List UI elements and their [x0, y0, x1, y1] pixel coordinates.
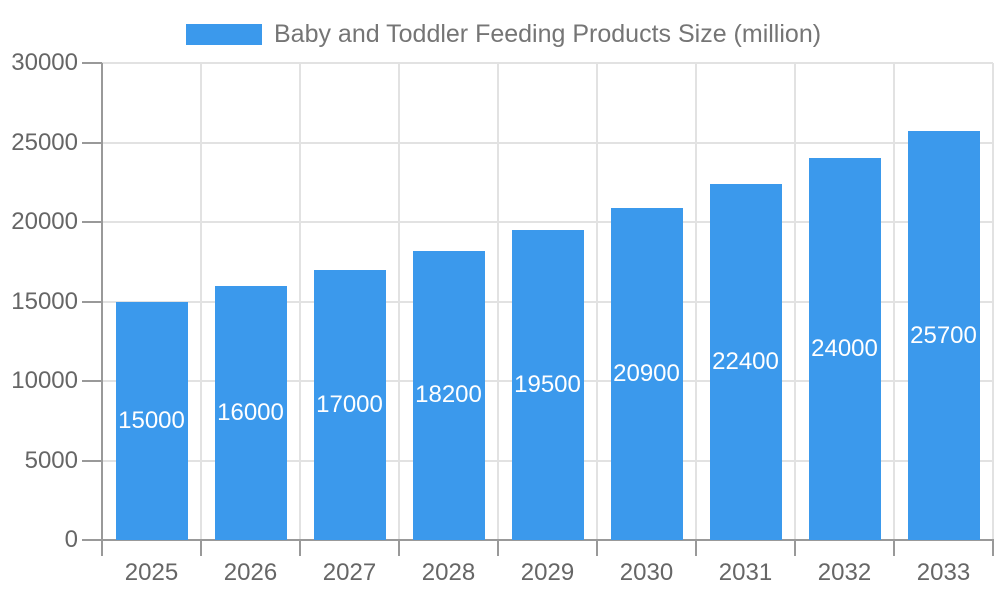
y-axis-label: 0 [64, 526, 78, 553]
y-axis-tick [82, 380, 102, 382]
x-axis-label: 2029 [520, 559, 575, 586]
x-axis-tick [596, 540, 598, 556]
y-axis-label: 5000 [24, 446, 78, 474]
x-axis-label: 2027 [322, 559, 377, 586]
x-axis-tick [398, 540, 400, 556]
gridline-horizontal [102, 141, 993, 144]
gridline-vertical [992, 63, 994, 540]
y-axis-tick [82, 141, 102, 144]
gridline-vertical [893, 63, 895, 540]
gridline-vertical [497, 63, 499, 540]
bar-2032[interactable] [808, 158, 881, 540]
y-axis-tick [82, 300, 102, 303]
x-axis-tick [695, 540, 697, 556]
y-axis-tick [82, 539, 102, 541]
x-axis-tick [794, 540, 796, 556]
bar-2029[interactable] [511, 229, 584, 540]
y-axis-tick [82, 221, 102, 223]
y-axis-tick [82, 459, 102, 462]
bar-2027[interactable] [313, 269, 386, 540]
bar-2033[interactable] [907, 131, 980, 540]
x-axis-label: 2026 [223, 559, 278, 586]
y-axis-label: 15000 [11, 287, 78, 315]
gridline-vertical [596, 63, 598, 540]
y-axis-label: 10000 [11, 367, 78, 394]
legend-swatch [186, 23, 262, 45]
gridline-horizontal [102, 62, 993, 64]
x-axis-label: 2033 [916, 559, 971, 586]
x-axis-label: 2031 [718, 559, 773, 586]
x-axis-tick [299, 540, 301, 556]
bar-2031[interactable] [709, 183, 782, 540]
x-axis-tick [497, 540, 499, 556]
bar-2025[interactable] [115, 301, 188, 540]
x-axis-label: 2030 [619, 559, 674, 586]
y-axis-tick [82, 62, 102, 64]
gridline-horizontal [102, 221, 993, 223]
x-axis-tick [200, 540, 202, 556]
x-axis-line [101, 539, 994, 541]
bar-2026[interactable] [214, 285, 287, 540]
gridline-vertical [200, 63, 202, 540]
gridline-vertical [695, 63, 697, 540]
legend-item[interactable]: Baby and Toddler Feeding Products Size (… [186, 20, 821, 48]
bar-2028[interactable] [412, 250, 485, 540]
legend-label: Baby and Toddler Feeding Products Size (… [274, 20, 822, 48]
bar-2030[interactable] [610, 207, 683, 540]
x-axis-label: 2028 [421, 559, 476, 586]
gridline-vertical [398, 63, 400, 540]
x-axis-tick [992, 540, 994, 556]
y-axis-line [101, 63, 103, 556]
x-axis-label: 2032 [817, 559, 872, 586]
gridline-vertical [299, 63, 301, 540]
gridline-vertical [794, 63, 796, 540]
x-axis-label: 2025 [124, 559, 179, 586]
x-axis-tick [893, 540, 895, 556]
x-axis-tick [101, 540, 103, 556]
y-axis-label: 20000 [11, 208, 78, 235]
y-axis-label: 25000 [11, 128, 78, 156]
y-axis-label: 30000 [11, 49, 78, 76]
